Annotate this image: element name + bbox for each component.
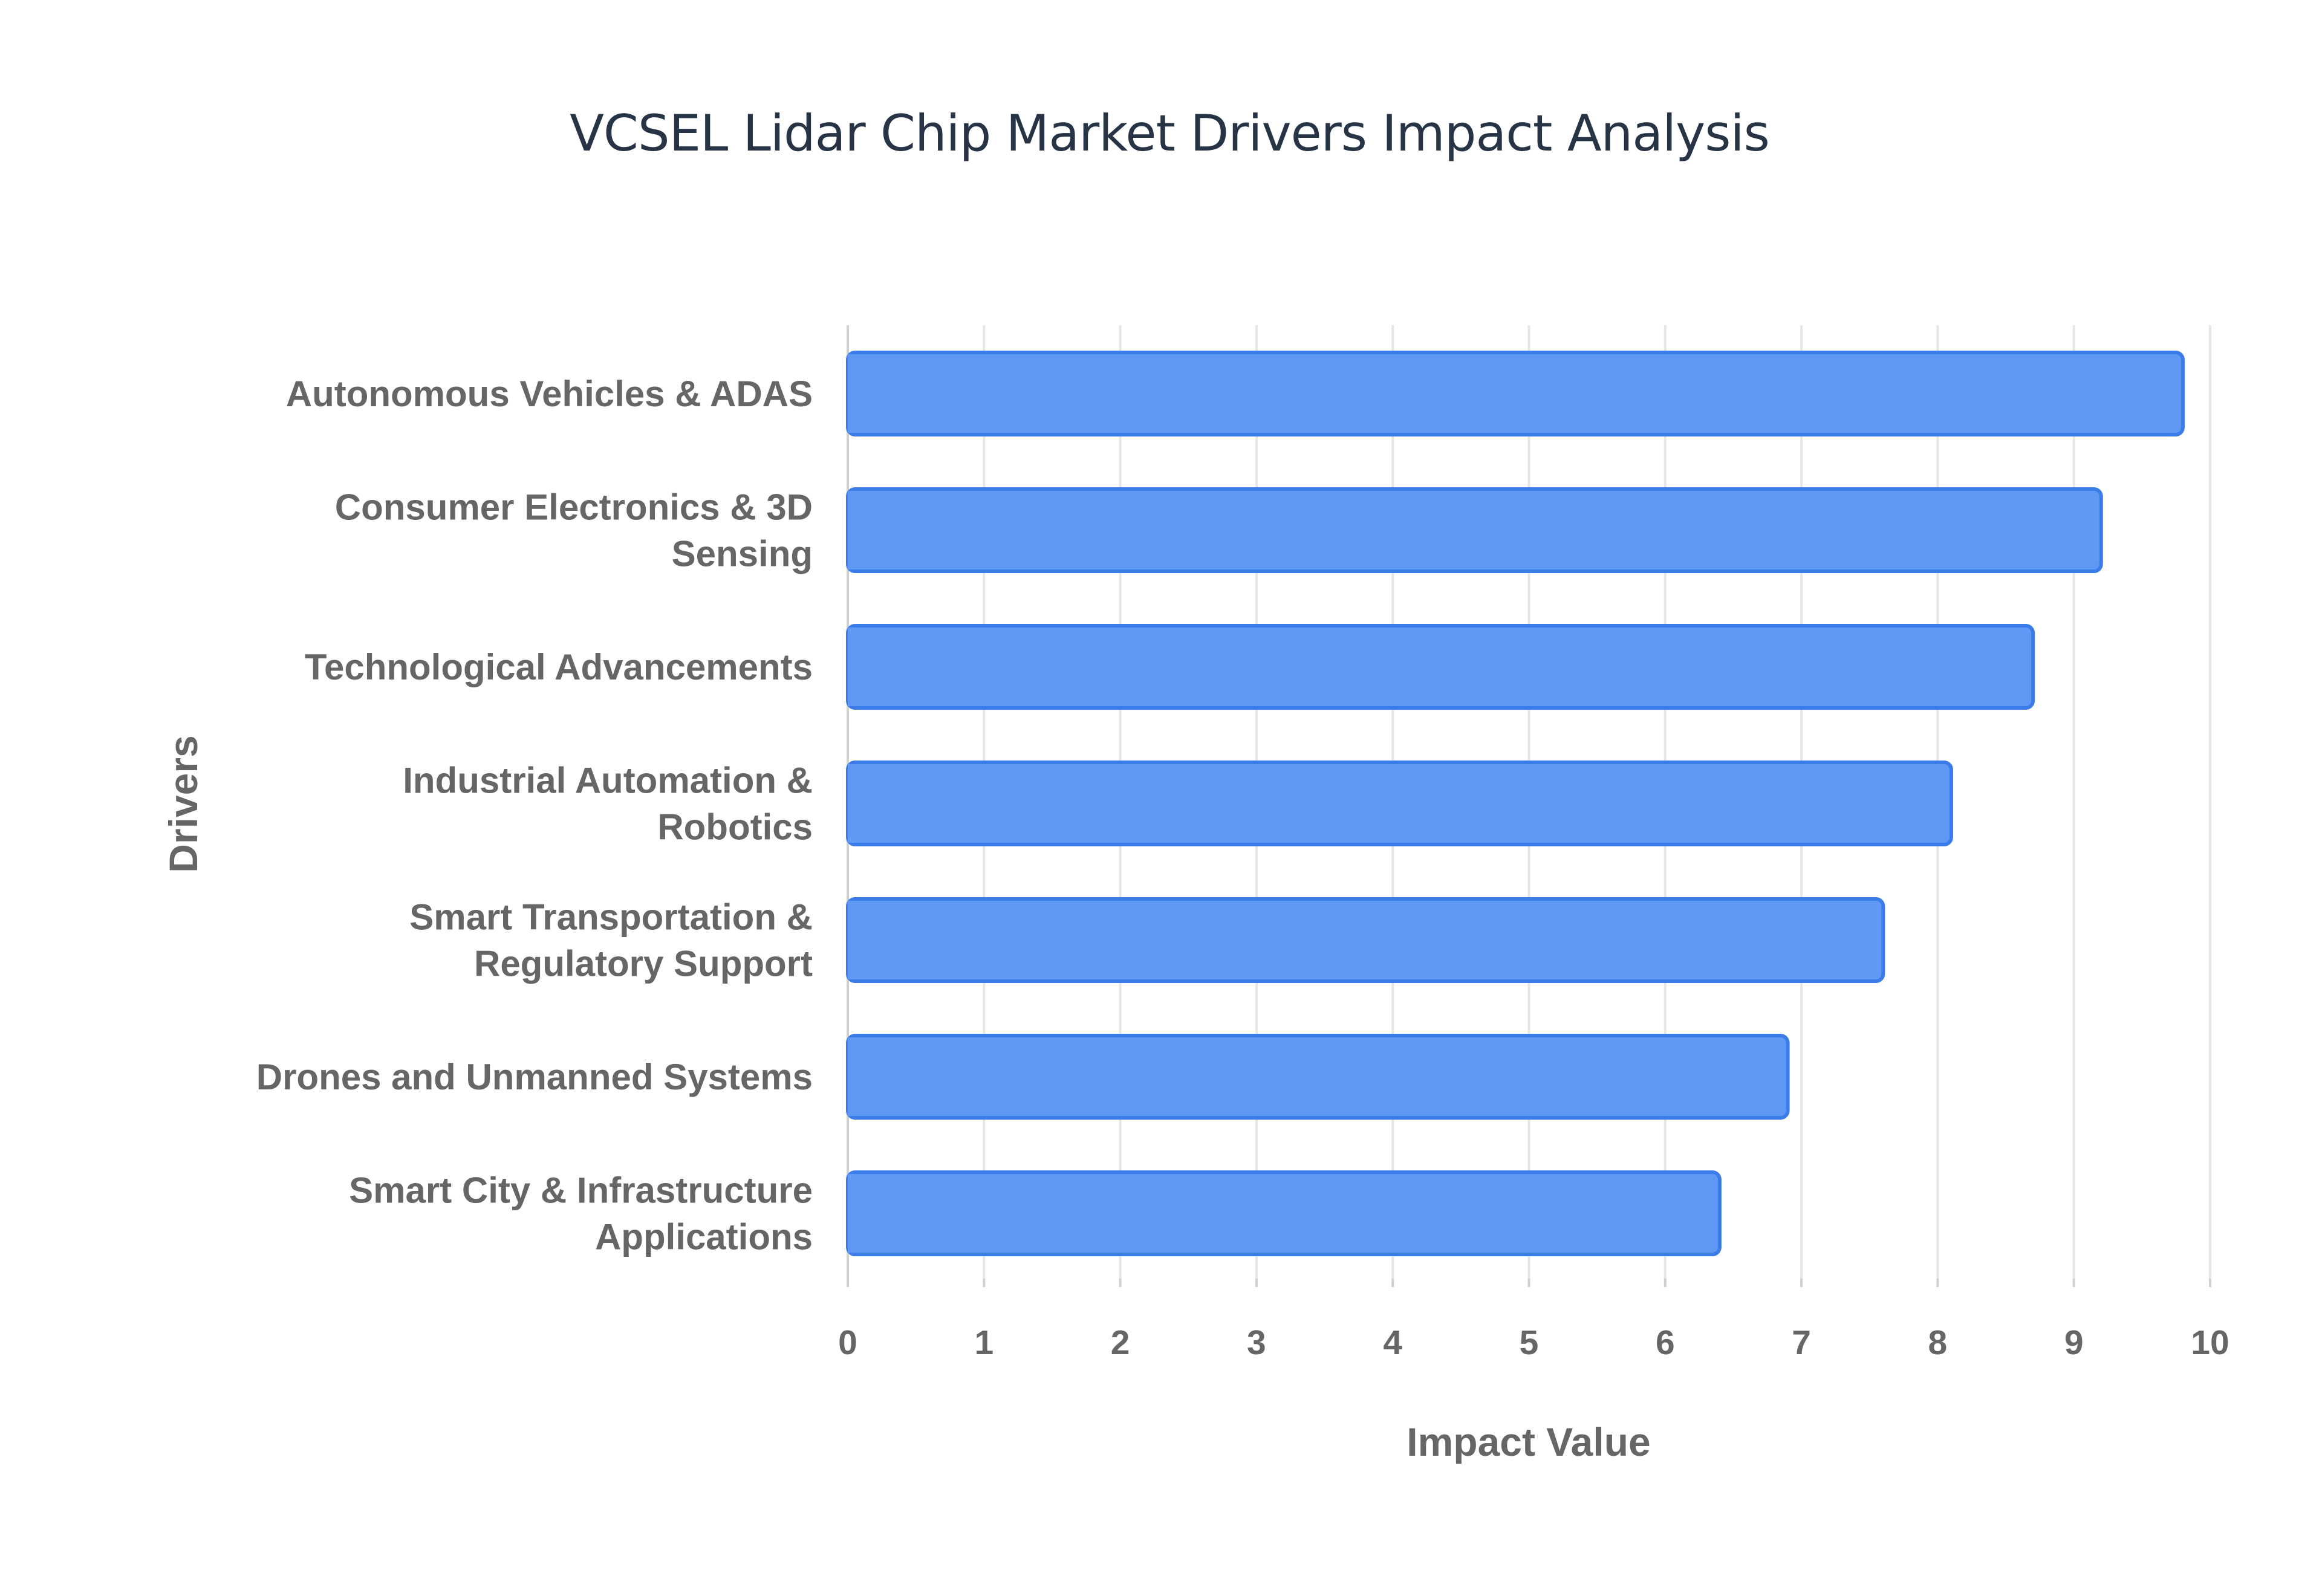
x-axis-title: Impact Value bbox=[1407, 1419, 1651, 1464]
category-label-line: Drones and Unmanned Systems bbox=[256, 1057, 813, 1097]
bar bbox=[846, 351, 2185, 436]
category-labels: Autonomous Vehicles & ADAS Consumer Elect… bbox=[256, 374, 813, 1257]
category-label-line: Regulatory Support bbox=[474, 944, 813, 984]
bar-left-edge bbox=[848, 1174, 860, 1253]
category-label-line: Smart City & Infrastructure bbox=[349, 1170, 813, 1211]
x-tick-label: 8 bbox=[1928, 1323, 1948, 1362]
bar-left-edge bbox=[848, 1037, 860, 1116]
category-label-line: Applications bbox=[595, 1217, 813, 1257]
x-tick-label: 3 bbox=[1247, 1323, 1266, 1362]
bar bbox=[846, 1170, 1722, 1256]
x-tick-label: 4 bbox=[1383, 1323, 1402, 1362]
category-label: Technological Advancements bbox=[305, 647, 813, 687]
x-tick-label: 6 bbox=[1656, 1323, 1675, 1362]
bar bbox=[846, 897, 1885, 983]
category-label: Autonomous Vehicles & ADAS bbox=[286, 374, 813, 414]
bar bbox=[846, 624, 2035, 710]
category-label: Consumer Electronics & 3D Sensing bbox=[335, 487, 813, 574]
category-label-line: Autonomous Vehicles & ADAS bbox=[286, 374, 813, 414]
category-label-line: Technological Advancements bbox=[305, 647, 813, 687]
x-tick-label: 0 bbox=[838, 1323, 857, 1362]
x-tick-label: 1 bbox=[974, 1323, 994, 1362]
category-label-line: Industrial Automation & bbox=[403, 761, 813, 801]
bar-left-edge bbox=[848, 628, 860, 706]
bar bbox=[846, 761, 1953, 846]
bar-left-edge bbox=[848, 764, 860, 843]
category-label: Smart City & Infrastructure Applications bbox=[349, 1170, 813, 1257]
x-tick-labels: 0 1 2 3 4 5 6 7 8 9 10 bbox=[838, 1323, 2229, 1362]
bar-left-edge bbox=[848, 354, 860, 433]
category-label: Drones and Unmanned Systems bbox=[256, 1057, 813, 1097]
bars bbox=[846, 351, 2185, 1256]
bar-left-edge bbox=[848, 901, 860, 979]
category-label: Industrial Automation & Robotics bbox=[403, 761, 813, 848]
category-label: Smart Transportation & Regulatory Support bbox=[409, 897, 813, 984]
bar-left-edge bbox=[848, 491, 860, 569]
y-axis-title: Drivers bbox=[161, 735, 206, 873]
bar bbox=[846, 487, 2103, 573]
x-tick-label: 7 bbox=[1792, 1323, 1811, 1362]
chart-title: VCSEL Lidar Chip Market Drivers Impact A… bbox=[570, 104, 1770, 163]
x-tick-label: 5 bbox=[1520, 1323, 1539, 1362]
x-tick-label: 2 bbox=[1111, 1323, 1130, 1362]
x-tick-label: 10 bbox=[2191, 1323, 2229, 1362]
bar bbox=[846, 1034, 1790, 1120]
category-label-line: Robotics bbox=[657, 807, 813, 848]
category-label-line: Sensing bbox=[672, 534, 813, 574]
x-tick-label: 9 bbox=[2064, 1323, 2084, 1362]
category-label-line: Consumer Electronics & 3D bbox=[335, 487, 813, 528]
category-label-line: Smart Transportation & bbox=[409, 897, 813, 938]
